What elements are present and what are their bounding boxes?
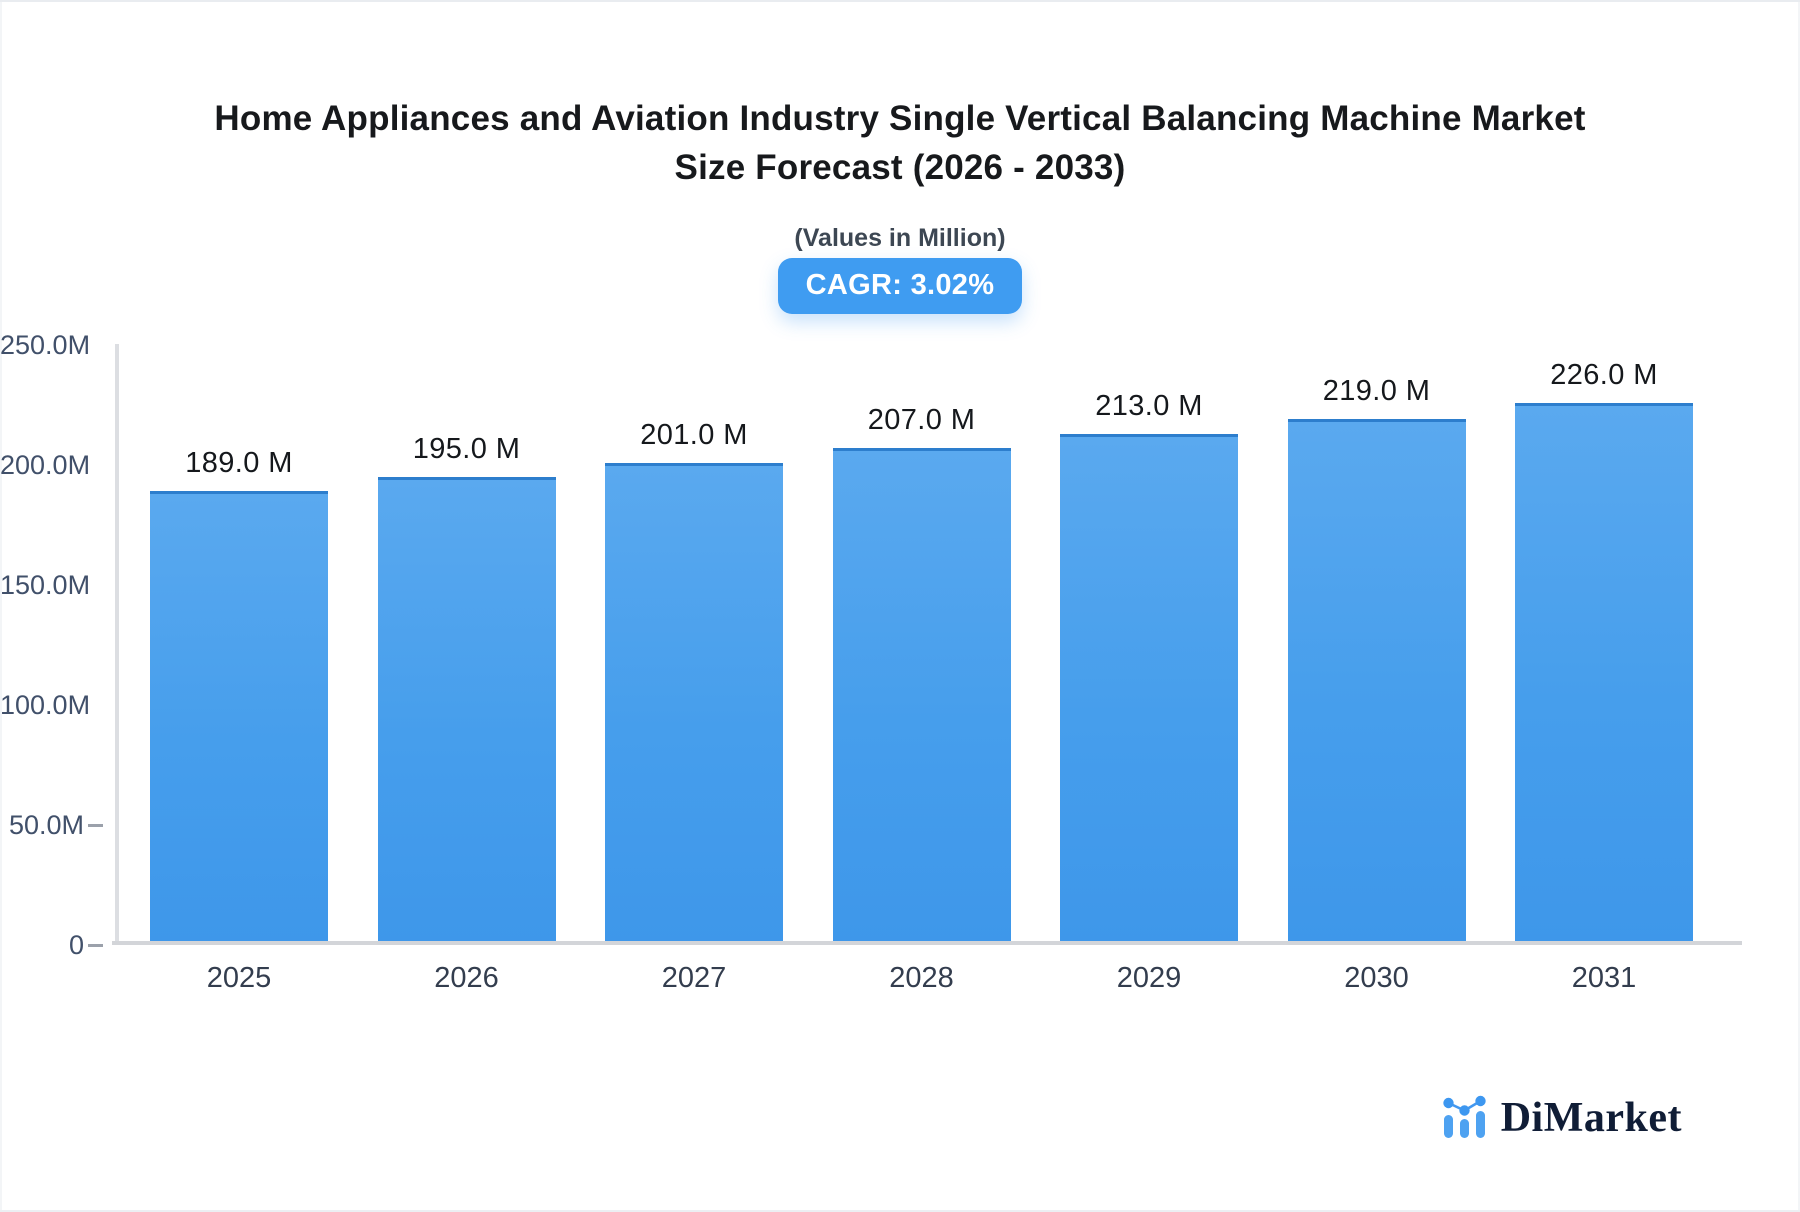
bar-side-panel bbox=[328, 491, 349, 945]
x-axis-label-2028: 2028 bbox=[889, 962, 954, 994]
bar-value-label: 201.0 M bbox=[640, 418, 748, 451]
bar-2030[interactable] bbox=[1287, 419, 1466, 945]
x-axis-label-2025: 2025 bbox=[206, 962, 272, 994]
y-axis-line bbox=[115, 344, 119, 945]
chart-subtitle: (Values in Million) bbox=[794, 224, 1006, 252]
bar-value-label: 226.0 M bbox=[1550, 358, 1658, 391]
brand-logo: DiMarket bbox=[1440, 1094, 1682, 1142]
y-tick-label: 250.0M bbox=[0, 330, 91, 360]
y-tick-label: 150.0M bbox=[0, 570, 91, 600]
chart-title-line2: Size Forecast (2026 - 2033) bbox=[674, 148, 1126, 187]
bar-2027[interactable] bbox=[605, 462, 783, 945]
bar-value-label: 195.0 M bbox=[412, 433, 521, 465]
x-axis-label-2031: 2031 bbox=[1571, 962, 1637, 994]
x-axis-line bbox=[112, 941, 1742, 945]
cagr-badge-wrap: CAGR: 3.02% bbox=[0, 258, 1800, 314]
brand-chart-icon bbox=[1440, 1094, 1490, 1142]
y-tick-label: 200.0M bbox=[0, 450, 91, 480]
brand-name: DiMarket bbox=[1500, 1095, 1682, 1141]
y-tick-dash bbox=[88, 944, 103, 947]
x-axis-label-2026: 2026 bbox=[434, 962, 499, 994]
chart-title-line1: Home Appliances and Aviation Industry Si… bbox=[214, 99, 1586, 138]
bar-2031[interactable] bbox=[1515, 402, 1693, 945]
bar-value-label: 207.0 M bbox=[867, 404, 976, 437]
bar-side-panel bbox=[783, 463, 804, 945]
bar-value-label: 219.0 M bbox=[1322, 375, 1431, 408]
cagr-badge: CAGR: 3.02% bbox=[777, 258, 1023, 314]
x-axis-label-2030: 2030 bbox=[1344, 962, 1409, 994]
bar-side-panel bbox=[1494, 403, 1515, 945]
bar-value-label: 189.0 M bbox=[185, 447, 293, 480]
bar-side-panel bbox=[556, 477, 577, 945]
bar-value-label: 213.0 M bbox=[1095, 389, 1203, 422]
y-tick-dash bbox=[88, 824, 103, 827]
bar-2028[interactable] bbox=[832, 448, 1011, 945]
bar-2025[interactable] bbox=[150, 491, 328, 945]
y-tick-label: 0 bbox=[68, 930, 84, 960]
bar-side-panel bbox=[1039, 434, 1060, 945]
y-tick-label: 50.0M bbox=[8, 810, 84, 840]
bar-side-panel bbox=[1267, 419, 1288, 945]
bar-2026[interactable] bbox=[377, 477, 556, 945]
x-axis-label-2029: 2029 bbox=[1116, 962, 1182, 994]
x-axis-label-2027: 2027 bbox=[661, 962, 727, 994]
y-tick-label: 100.0M bbox=[0, 690, 91, 720]
chart-title: Home Appliances and Aviation Industry Si… bbox=[0, 94, 1800, 192]
bar-2029[interactable] bbox=[1060, 433, 1238, 945]
